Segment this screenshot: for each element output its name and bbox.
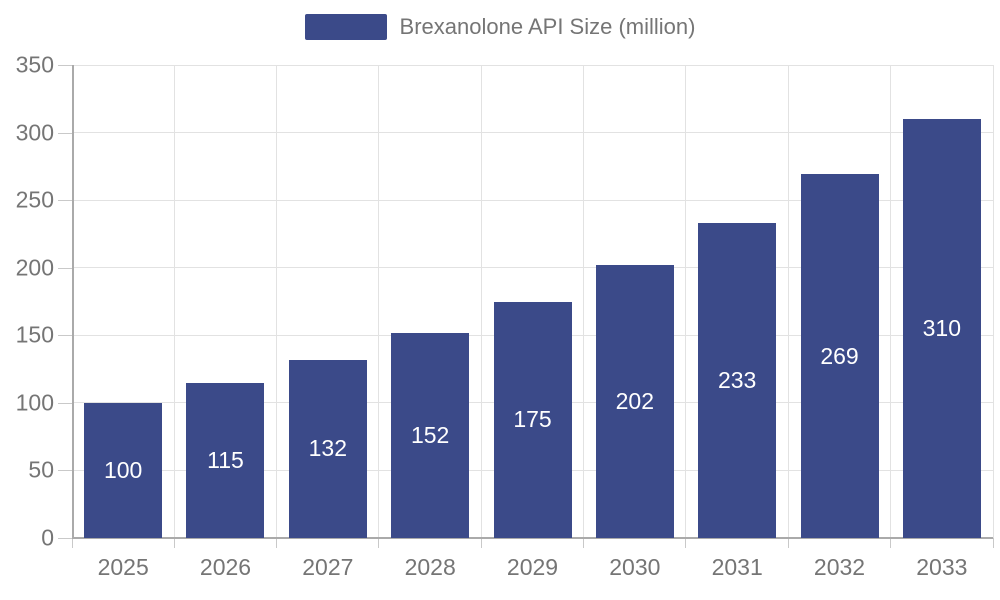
x-axis-tick <box>583 538 585 548</box>
x-axis-tick <box>378 538 380 548</box>
y-axis-tick <box>58 132 72 134</box>
x-axis-tick <box>685 538 687 548</box>
bar: 269 <box>800 174 879 538</box>
x-axis-line <box>72 537 993 539</box>
bar-value-label: 115 <box>207 446 244 473</box>
y-tick-label: 200 <box>15 254 54 281</box>
y-tick-label: 150 <box>15 321 54 348</box>
v-gridline <box>276 65 278 538</box>
bar: 115 <box>186 382 265 538</box>
h-gridline <box>72 199 993 201</box>
h-gridline <box>72 267 993 269</box>
y-tick-label: 50 <box>28 456 54 483</box>
x-tick-label: 2028 <box>404 554 456 580</box>
x-axis-tick <box>173 538 175 548</box>
bar-value-label: 269 <box>820 342 859 369</box>
bar: 202 <box>595 265 674 538</box>
bar: 175 <box>493 301 572 538</box>
v-gridline <box>173 65 175 538</box>
y-tick-label: 250 <box>15 186 54 213</box>
y-axis-tick <box>58 267 72 269</box>
x-tick-label: 2026 <box>199 554 252 580</box>
bar: 132 <box>288 359 367 538</box>
y-tick-label: 0 <box>41 524 54 551</box>
x-tick-label: 2027 <box>302 554 354 580</box>
x-tick-label: 2032 <box>813 554 866 580</box>
bar: 233 <box>698 223 777 538</box>
y-axis-tick <box>58 402 72 404</box>
legend[interactable]: Brexanolone API Size (million) <box>0 14 1000 40</box>
v-gridline <box>992 65 994 538</box>
legend-label: Brexanolone API Size (million) <box>399 14 696 39</box>
v-gridline <box>685 65 687 538</box>
h-gridline <box>72 64 993 66</box>
y-axis-tick <box>58 538 72 539</box>
x-axis-tick <box>787 538 789 548</box>
bar-value-label: 175 <box>513 406 552 433</box>
x-axis-tick <box>480 538 482 548</box>
legend-swatch-icon <box>304 14 387 40</box>
y-tick-label: 100 <box>15 389 54 416</box>
bar: 310 <box>902 119 981 538</box>
bar-value-label: 202 <box>615 388 655 414</box>
x-tick-label: 2031 <box>711 554 763 580</box>
bar-value-label: 310 <box>922 315 962 342</box>
x-axis-tick <box>890 538 892 548</box>
bar-value-label: 100 <box>103 456 143 483</box>
x-axis-tick <box>276 538 278 548</box>
y-axis-tick <box>58 200 72 202</box>
x-axis-tick <box>992 538 994 548</box>
x-axis-tick <box>71 538 73 548</box>
y-axis-tick <box>58 335 72 337</box>
v-gridline <box>480 65 482 538</box>
v-gridline <box>890 65 892 538</box>
x-tick-label: 2025 <box>97 554 149 580</box>
x-tick-label: 2033 <box>916 554 968 580</box>
v-gridline <box>787 65 789 538</box>
bar: 100 <box>84 402 163 538</box>
y-axis-line <box>72 65 74 538</box>
v-gridline <box>583 65 585 538</box>
y-tick-label: 350 <box>15 51 54 78</box>
y-tick-label: 300 <box>15 119 54 146</box>
h-gridline <box>72 132 993 134</box>
x-tick-label: 2030 <box>609 554 661 580</box>
bar-value-label: 152 <box>410 421 450 448</box>
bar-value-label: 233 <box>717 367 757 394</box>
plot-area: 0 50 100 150 200 250 300 350 100 2025 115 2026 132 20… <box>16 53 994 579</box>
y-axis-tick <box>58 65 72 66</box>
bar-value-label: 132 <box>308 435 348 462</box>
x-tick-label: 2029 <box>506 554 559 580</box>
bar: 152 <box>391 332 470 538</box>
v-gridline <box>378 65 380 538</box>
y-axis-tick <box>58 470 72 472</box>
